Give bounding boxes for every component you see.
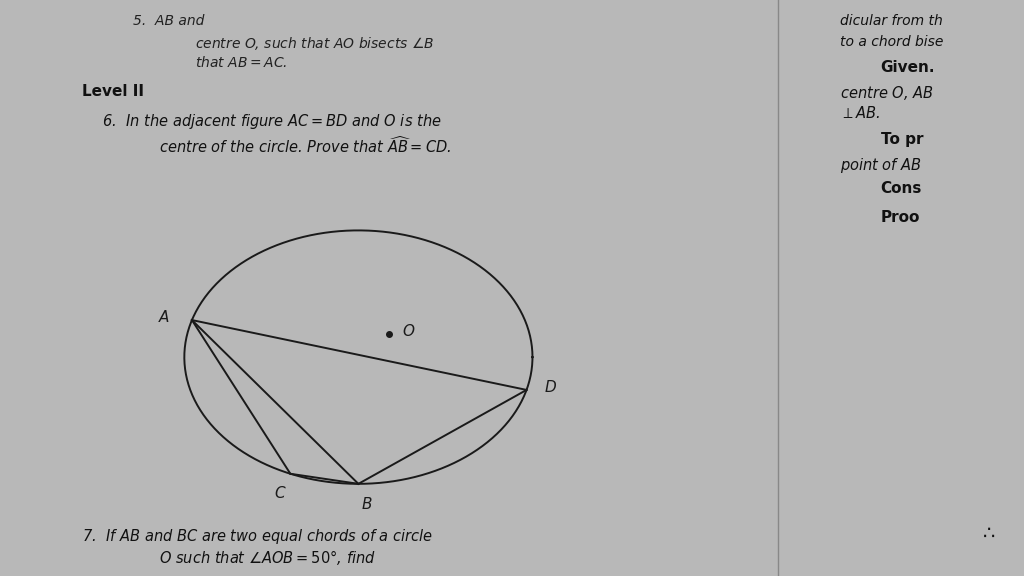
- Text: Cons: Cons: [881, 181, 922, 196]
- Text: B: B: [361, 497, 372, 511]
- Text: point of $AB$: point of $AB$: [840, 156, 922, 175]
- Text: ∴: ∴: [983, 524, 995, 543]
- Text: 5.  AB and: 5. AB and: [133, 14, 205, 28]
- Text: D: D: [545, 380, 557, 395]
- Text: centre $O$, such that $AO$ bisects $\angle$B: centre $O$, such that $AO$ bisects $\ang…: [195, 35, 434, 52]
- Text: dicular from th: dicular from th: [840, 14, 942, 28]
- Text: to a chord bise: to a chord bise: [840, 35, 943, 48]
- Text: C: C: [274, 487, 286, 502]
- Text: 6.  In the adjacent figure $AC = BD$ and $O$ is the: 6. In the adjacent figure $AC = BD$ and …: [102, 112, 442, 131]
- Text: A: A: [159, 310, 169, 325]
- Text: $\perp AB$.: $\perp AB$.: [840, 105, 881, 121]
- Text: $O$ such that $\angle AOB = 50°$, find: $O$ such that $\angle AOB = 50°$, find: [159, 548, 376, 567]
- Text: centre $O$, $AB$: centre $O$, $AB$: [840, 84, 933, 101]
- Text: centre of the circle. Prove that $\widehat{AB} = CD$.: centre of the circle. Prove that $\wideh…: [159, 135, 451, 156]
- Text: that $AB = AC$.: that $AB = AC$.: [195, 55, 287, 70]
- Text: To pr: To pr: [881, 132, 924, 147]
- Text: Given.: Given.: [881, 60, 935, 75]
- Text: Proo: Proo: [881, 210, 920, 225]
- Text: O: O: [402, 324, 415, 339]
- Text: Level II: Level II: [82, 84, 144, 98]
- Text: 7.  If $AB$ and $BC$ are two equal chords of a circle: 7. If $AB$ and $BC$ are two equal chords…: [82, 527, 433, 546]
